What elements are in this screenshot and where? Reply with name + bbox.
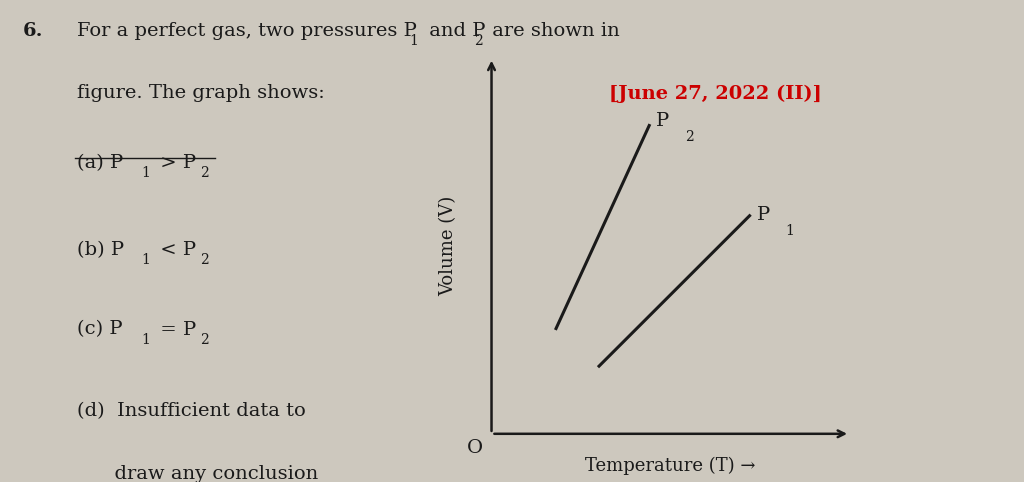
Text: 1: 1 — [141, 333, 151, 347]
Text: P: P — [656, 111, 670, 130]
Text: < P: < P — [154, 241, 196, 259]
Text: P: P — [757, 205, 770, 224]
Text: 6.: 6. — [23, 22, 43, 40]
Text: 1: 1 — [785, 224, 795, 238]
Text: 1: 1 — [141, 166, 151, 180]
Text: 2: 2 — [200, 166, 209, 180]
Text: = P: = P — [154, 321, 196, 338]
Text: (d)  Insufficient data to: (d) Insufficient data to — [77, 402, 305, 420]
Text: (a) P: (a) P — [77, 154, 123, 172]
Text: and P: and P — [423, 22, 485, 40]
Text: figure. The graph shows:: figure. The graph shows: — [77, 84, 325, 102]
Text: For a perfect gas, two pressures P: For a perfect gas, two pressures P — [77, 22, 417, 40]
Text: 1: 1 — [141, 253, 151, 267]
Text: (c) P: (c) P — [77, 321, 123, 338]
Text: O: O — [466, 439, 482, 456]
Text: > P: > P — [154, 154, 196, 172]
Text: [June 27, 2022 (II)]: [June 27, 2022 (II)] — [609, 84, 822, 103]
Text: draw any conclusion: draw any conclusion — [77, 465, 318, 482]
Text: Temperature (T) →: Temperature (T) → — [586, 457, 756, 475]
Text: Volume (V): Volume (V) — [439, 196, 458, 296]
Text: (b) P: (b) P — [77, 241, 124, 259]
Text: 2: 2 — [200, 333, 209, 347]
Text: are shown in: are shown in — [486, 22, 621, 40]
Text: 2: 2 — [200, 253, 209, 267]
Text: 2: 2 — [685, 130, 694, 144]
Text: 1: 1 — [410, 34, 419, 48]
Text: 2: 2 — [474, 34, 483, 48]
